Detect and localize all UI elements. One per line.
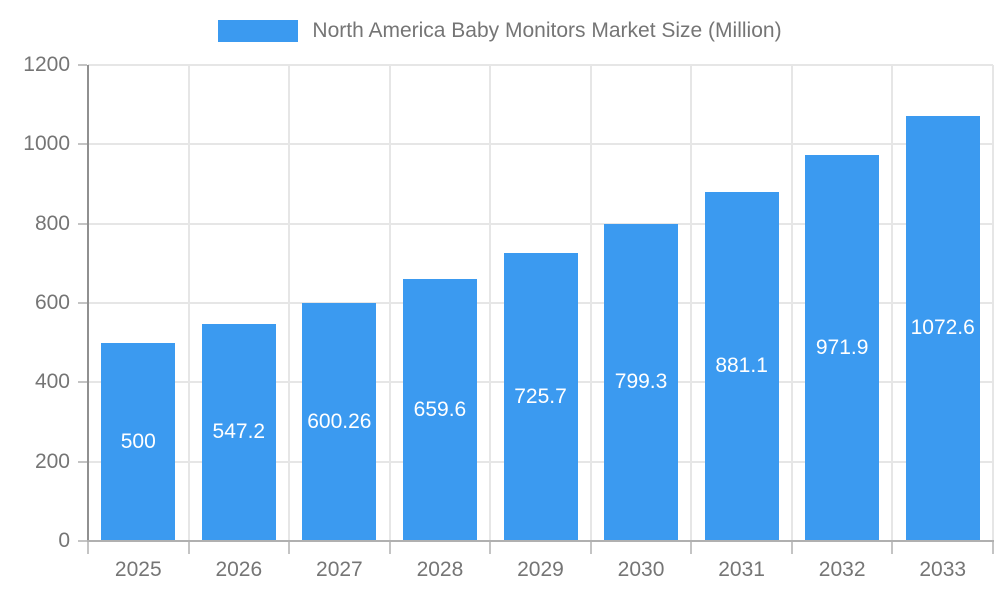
- x-tick-mark: [690, 542, 693, 554]
- vertical-gridline: [388, 65, 391, 541]
- vertical-gridline: [690, 65, 693, 541]
- bar: [805, 155, 880, 541]
- vertical-gridline: [288, 65, 291, 541]
- bar-value-label: 725.7: [514, 385, 567, 409]
- x-tick-label: 2032: [818, 558, 866, 581]
- bar-value-label: 659.6: [413, 398, 467, 422]
- legend-title: North America Baby Monitors Market Size …: [312, 19, 782, 42]
- bar: [201, 323, 276, 541]
- x-axis-line: [87, 540, 994, 542]
- bar-value-label: 600.26: [307, 409, 372, 433]
- x-tick-mark: [589, 542, 592, 554]
- x-tick-label: 2026: [215, 558, 263, 581]
- vertical-gridline: [790, 65, 793, 541]
- x-tick-label: 2031: [718, 558, 765, 581]
- y-tick-mark: [78, 222, 87, 225]
- horizontal-gridline: [88, 222, 993, 225]
- vertical-gridline: [489, 65, 492, 541]
- x-tick-label: 2028: [416, 558, 464, 581]
- bar-value-label: 500: [120, 429, 156, 453]
- y-tick-label: 0: [58, 529, 70, 552]
- x-tick-mark: [388, 542, 391, 554]
- x-tick-label: 2030: [617, 558, 665, 581]
- chart-legend: North America Baby Monitors Market Size …: [0, 16, 1000, 46]
- y-tick-label: 1000: [23, 132, 70, 156]
- x-tick-mark: [87, 542, 89, 554]
- y-tick-mark: [78, 381, 87, 384]
- horizontal-gridline: [88, 64, 993, 66]
- vertical-gridline: [992, 65, 994, 541]
- y-tick-mark: [78, 460, 87, 463]
- y-tick-label: 200: [34, 449, 70, 473]
- bar-value-label: 547.2: [212, 420, 266, 444]
- y-tick-label: 1200: [23, 53, 70, 76]
- x-tick-mark: [489, 542, 492, 554]
- x-tick-mark: [288, 542, 291, 554]
- bar: [302, 302, 377, 541]
- bar: [604, 223, 679, 541]
- bar: [503, 253, 578, 541]
- x-tick-label: 2027: [316, 558, 363, 581]
- bar-value-label: 881.1: [715, 354, 768, 378]
- bar: [402, 279, 477, 541]
- x-tick-mark: [891, 542, 894, 554]
- x-tick-label: 2025: [114, 558, 162, 581]
- y-tick-mark: [78, 540, 87, 542]
- vertical-gridline: [187, 65, 190, 541]
- legend-swatch: [218, 20, 299, 42]
- bar-value-label: 799.3: [614, 370, 668, 394]
- y-tick-mark: [78, 64, 87, 66]
- y-axis-line: [87, 65, 89, 554]
- bar: [101, 342, 176, 541]
- y-tick-label: 400: [34, 370, 70, 394]
- y-tick-label: 600: [34, 291, 70, 314]
- y-tick-label: 800: [34, 211, 70, 235]
- vertical-gridline: [891, 65, 894, 541]
- y-tick-mark: [78, 143, 87, 146]
- bar-value-label: 1072.6: [910, 316, 975, 340]
- y-tick-mark: [78, 302, 87, 304]
- x-tick-label: 2033: [919, 558, 967, 581]
- bar: [905, 115, 980, 541]
- bar-value-label: 971.9: [815, 336, 869, 360]
- x-tick-mark: [790, 542, 793, 554]
- bar: [704, 191, 779, 541]
- x-tick-label: 2029: [517, 558, 564, 581]
- vertical-gridline: [589, 65, 592, 541]
- plot-area: 500 547.2 600.26 659.6 725.7 799.3 881.1 971.9 1…: [88, 64, 994, 541]
- x-tick-mark: [992, 542, 994, 554]
- horizontal-gridline: [88, 143, 993, 146]
- x-tick-mark: [187, 542, 190, 554]
